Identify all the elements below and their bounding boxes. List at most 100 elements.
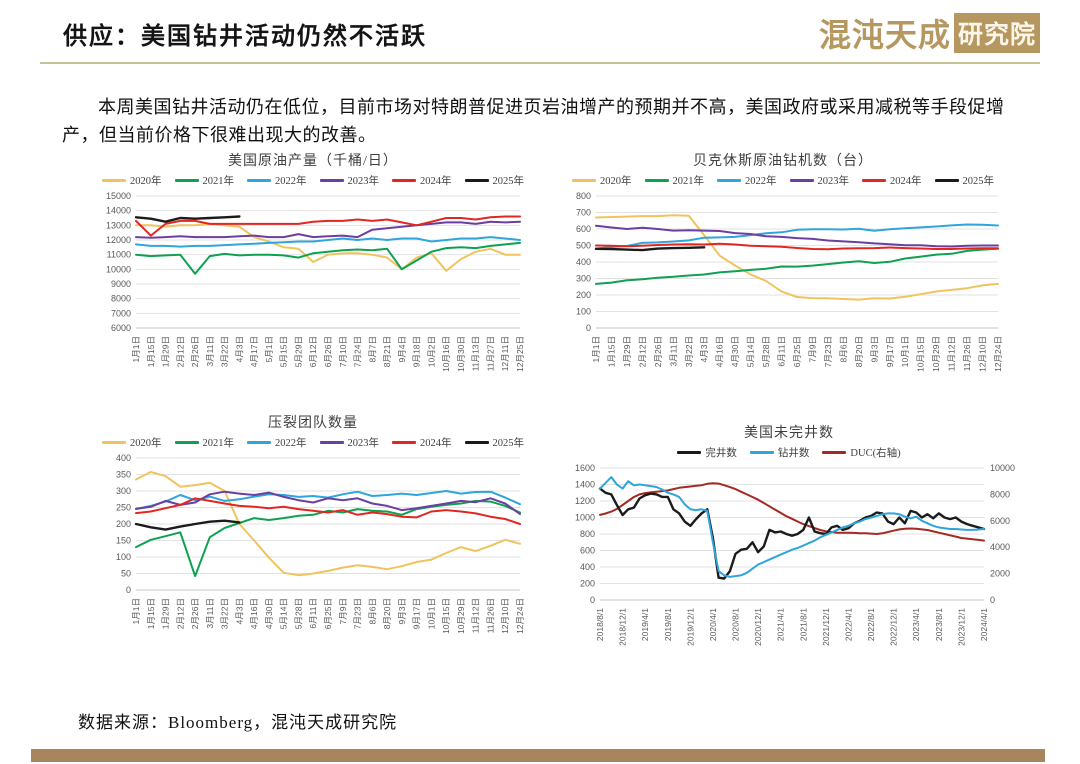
- chart-legend: 2020年 2021年 2022年 2023年 2024年 2025年: [572, 173, 994, 188]
- right-y-tick-label: 6000: [990, 516, 1010, 526]
- y-tick-label: 600: [576, 224, 591, 234]
- legend-swatch: [717, 179, 741, 182]
- x-tick-label: 7月23日: [353, 598, 363, 629]
- y-tick-label: 1600: [575, 463, 595, 473]
- x-tick-label: 2019/4/1: [640, 608, 650, 641]
- chart-baker-hughes-rig-count: 贝克休斯原油钻机数（台） 2020年 2021年 2022年 2023年 2024年 20…: [556, 146, 1010, 404]
- x-tick-label: 7月9日: [807, 336, 817, 362]
- chart-us-crude-production: 美国原油产量（千桶/日） 2020年 2021年 2022年 2023年 2024年 20…: [84, 146, 542, 404]
- series-line-2022年: [595, 223, 999, 250]
- chart-title: 美国原油产量（千桶/日）: [228, 154, 398, 169]
- legend-item: 2021年: [174, 435, 235, 450]
- x-tick-label: 10月15日: [441, 598, 451, 634]
- logo: 混沌天成 研究院: [819, 10, 1040, 56]
- chart-legend: 完井数 钻井数 DUC(右轴): [677, 445, 901, 460]
- legend-item: 2023年: [319, 173, 379, 188]
- legend-label: 2025年: [492, 438, 525, 449]
- chart-title: 压裂团队数量: [268, 416, 358, 431]
- x-tick-label: 2023/8/1: [934, 608, 944, 641]
- x-tick-label: 3月22日: [220, 598, 230, 629]
- legend-swatch: [174, 179, 199, 182]
- x-tick-label: 9月4日: [397, 336, 407, 362]
- x-tick-label: 2023/12/1: [956, 608, 966, 646]
- series-line-2021年: [595, 247, 999, 285]
- y-tick-label: 9000: [111, 279, 131, 289]
- right-y-tick-label: 0: [990, 595, 995, 605]
- legend-swatch: [862, 179, 886, 182]
- series-line-2025年: [134, 215, 241, 223]
- x-tick-label: 4月3日: [234, 336, 244, 362]
- x-tick-label: 3月22日: [220, 336, 230, 367]
- x-tick-label: 5月14日: [746, 336, 756, 367]
- legend-label: 2020年: [130, 438, 162, 449]
- x-tick-label: 1月1日: [131, 598, 141, 624]
- legend-label: 2021年: [202, 438, 235, 449]
- legend-label: DUC(右轴): [850, 448, 901, 459]
- legend-item: 2024年: [392, 173, 452, 188]
- x-tick-label: 8月21日: [382, 336, 392, 367]
- legend-label: 2023年: [817, 176, 850, 187]
- right-y-tick-label: 2000: [990, 569, 1010, 579]
- logo-text: 混沌天成: [818, 17, 951, 53]
- y-tick-label: 11000: [107, 250, 131, 260]
- y-tick-label: 350: [116, 470, 131, 480]
- series-line-2024年: [595, 242, 999, 251]
- legend-label: 2024年: [890, 176, 922, 187]
- x-tick-label: 6月25日: [323, 598, 333, 629]
- x-tick-label: 10月15日: [916, 336, 926, 372]
- header-divider: [40, 62, 1040, 64]
- legend-swatch: [572, 179, 596, 182]
- x-tick-label: 2020/8/1: [731, 608, 741, 641]
- x-tick-label: 5月14日: [279, 598, 289, 629]
- x-tick-label: 11月27日: [485, 336, 495, 371]
- x-tick-label: 6月25日: [792, 336, 802, 367]
- y-tick-label: 300: [116, 486, 131, 496]
- legend-item: 2022年: [247, 173, 307, 188]
- legend-item: 2021年: [644, 173, 704, 188]
- y-tick-label: 1200: [575, 496, 595, 506]
- series-line-2022年: [135, 236, 521, 248]
- series-line-2024年: [135, 497, 521, 525]
- y-tick-label: 100: [116, 552, 131, 562]
- x-tick-label: 11月12日: [471, 598, 481, 633]
- series-line-钻井数: [599, 476, 985, 578]
- legend-label: 完井数: [705, 448, 737, 459]
- x-tick-label: 2019/8/1: [663, 608, 673, 641]
- legend-item: 完井数: [677, 445, 737, 460]
- y-tick-label: 400: [580, 562, 595, 572]
- legend-item: 2020年: [572, 173, 632, 188]
- legend-item: 2022年: [717, 173, 777, 188]
- series-line-2025年: [134, 519, 241, 531]
- series-line-2021年: [135, 241, 521, 275]
- x-tick-label: 7月23日: [823, 336, 833, 367]
- x-tick-label: 10月30日: [456, 336, 466, 372]
- x-tick-label: 8月20日: [382, 598, 392, 629]
- x-tick-label: 2018/8/1: [595, 608, 605, 641]
- x-tick-label: 2月12日: [175, 336, 185, 367]
- y-tick-label: 14000: [106, 206, 131, 216]
- legend-label: 2022年: [745, 176, 777, 187]
- y-tick-label: 700: [576, 208, 591, 218]
- x-tick-label: 2月12日: [175, 598, 185, 629]
- legend-item: 2024年: [862, 173, 922, 188]
- x-tick-label: 4月16日: [715, 336, 725, 367]
- series-line-完井数: [598, 487, 986, 580]
- y-tick-label: 300: [576, 274, 591, 284]
- y-tick-label: 200: [116, 519, 131, 529]
- x-tick-label: 10月16日: [441, 336, 451, 372]
- x-tick-label: 11月26日: [962, 336, 972, 371]
- x-tick-label: 5月15日: [279, 336, 289, 367]
- legend-swatch: [174, 441, 199, 444]
- x-tick-label: 9月17日: [885, 336, 895, 367]
- x-tick-label: 3月11日: [205, 336, 215, 367]
- series-line-2020年: [595, 214, 999, 301]
- y-tick-label: 600: [580, 546, 595, 556]
- x-tick-label: 4月17日: [249, 336, 259, 367]
- x-tick-label: 9月17日: [412, 598, 422, 629]
- legend-swatch: [392, 441, 416, 444]
- y-tick-label: 400: [576, 257, 591, 267]
- y-tick-label: 8000: [111, 294, 131, 304]
- legend-swatch: [392, 179, 416, 182]
- y-tick-label: 0: [126, 585, 131, 595]
